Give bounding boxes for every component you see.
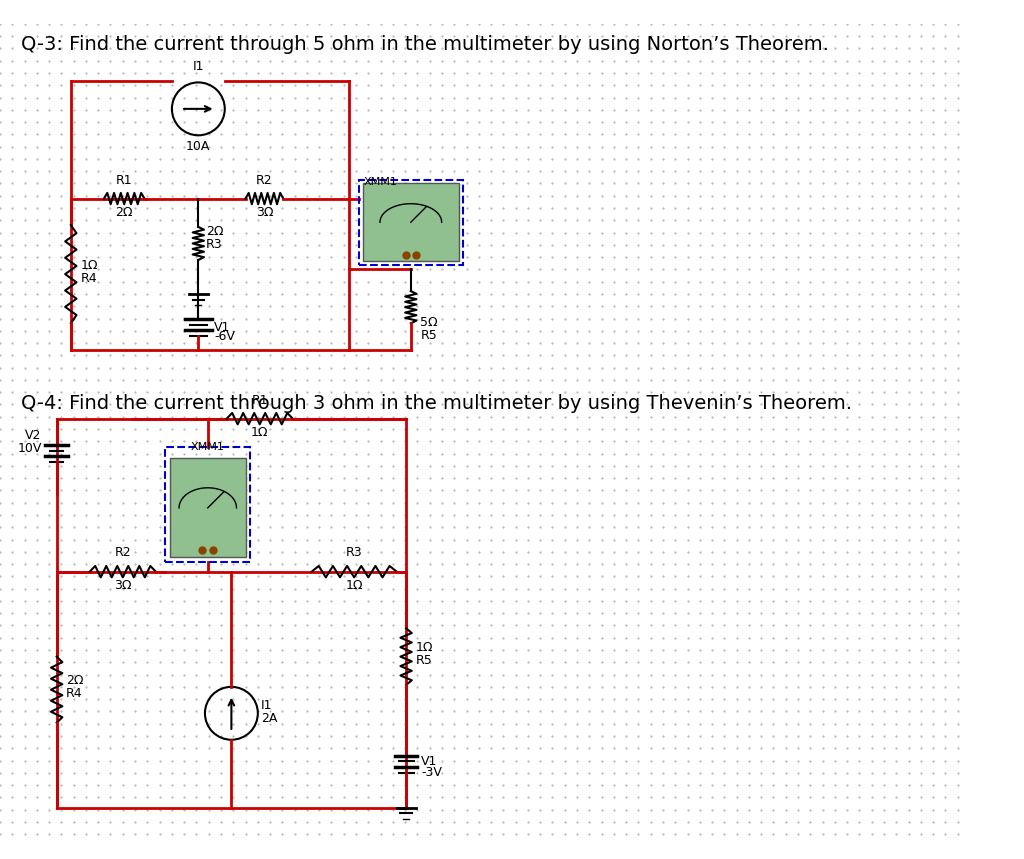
Text: 10V: 10V xyxy=(17,442,42,455)
Text: 2A: 2A xyxy=(261,711,278,724)
Text: 1Ω: 1Ω xyxy=(80,259,97,272)
Text: V1: V1 xyxy=(421,755,437,768)
Text: -6V: -6V xyxy=(214,331,236,344)
Text: R2: R2 xyxy=(256,174,272,187)
Text: 1Ω: 1Ω xyxy=(345,579,362,592)
Bar xyxy=(362,184,459,261)
Text: 1Ω: 1Ω xyxy=(251,426,268,439)
Text: XMM1: XMM1 xyxy=(190,442,224,452)
Bar xyxy=(170,459,246,557)
Text: R3: R3 xyxy=(206,238,222,251)
Text: 2Ω: 2Ω xyxy=(206,225,223,238)
Text: 2Ω: 2Ω xyxy=(116,206,133,219)
Text: XMM1: XMM1 xyxy=(364,177,397,187)
Text: 1Ω: 1Ω xyxy=(416,641,433,654)
Text: Q-3: Find the current through 5 ohm in the multimeter by using Norton’s Theorem.: Q-3: Find the current through 5 ohm in t… xyxy=(20,35,828,54)
Text: 3Ω: 3Ω xyxy=(256,206,273,219)
Text: 3Ω: 3Ω xyxy=(114,579,131,592)
Text: Q-4: Find the current through 3 ohm in the multimeter by using Thevenin’s Theore: Q-4: Find the current through 3 ohm in t… xyxy=(20,394,852,413)
Bar xyxy=(358,180,463,265)
Text: V1: V1 xyxy=(214,321,230,334)
Text: 10A: 10A xyxy=(186,140,211,153)
Text: R5: R5 xyxy=(420,329,437,342)
Bar xyxy=(165,447,250,562)
Text: R5: R5 xyxy=(416,654,432,667)
Text: R3: R3 xyxy=(346,546,362,559)
Text: 5Ω: 5Ω xyxy=(420,316,438,329)
Text: I1: I1 xyxy=(193,60,204,73)
Text: R2: R2 xyxy=(115,546,131,559)
Text: 2Ω: 2Ω xyxy=(67,673,84,686)
Text: R4: R4 xyxy=(80,272,97,285)
Text: V2: V2 xyxy=(26,430,42,442)
Text: -3V: -3V xyxy=(421,766,442,779)
Text: R1: R1 xyxy=(116,174,132,187)
Text: R4: R4 xyxy=(67,687,83,700)
Text: I1: I1 xyxy=(261,699,272,712)
Text: R1: R1 xyxy=(252,394,268,407)
